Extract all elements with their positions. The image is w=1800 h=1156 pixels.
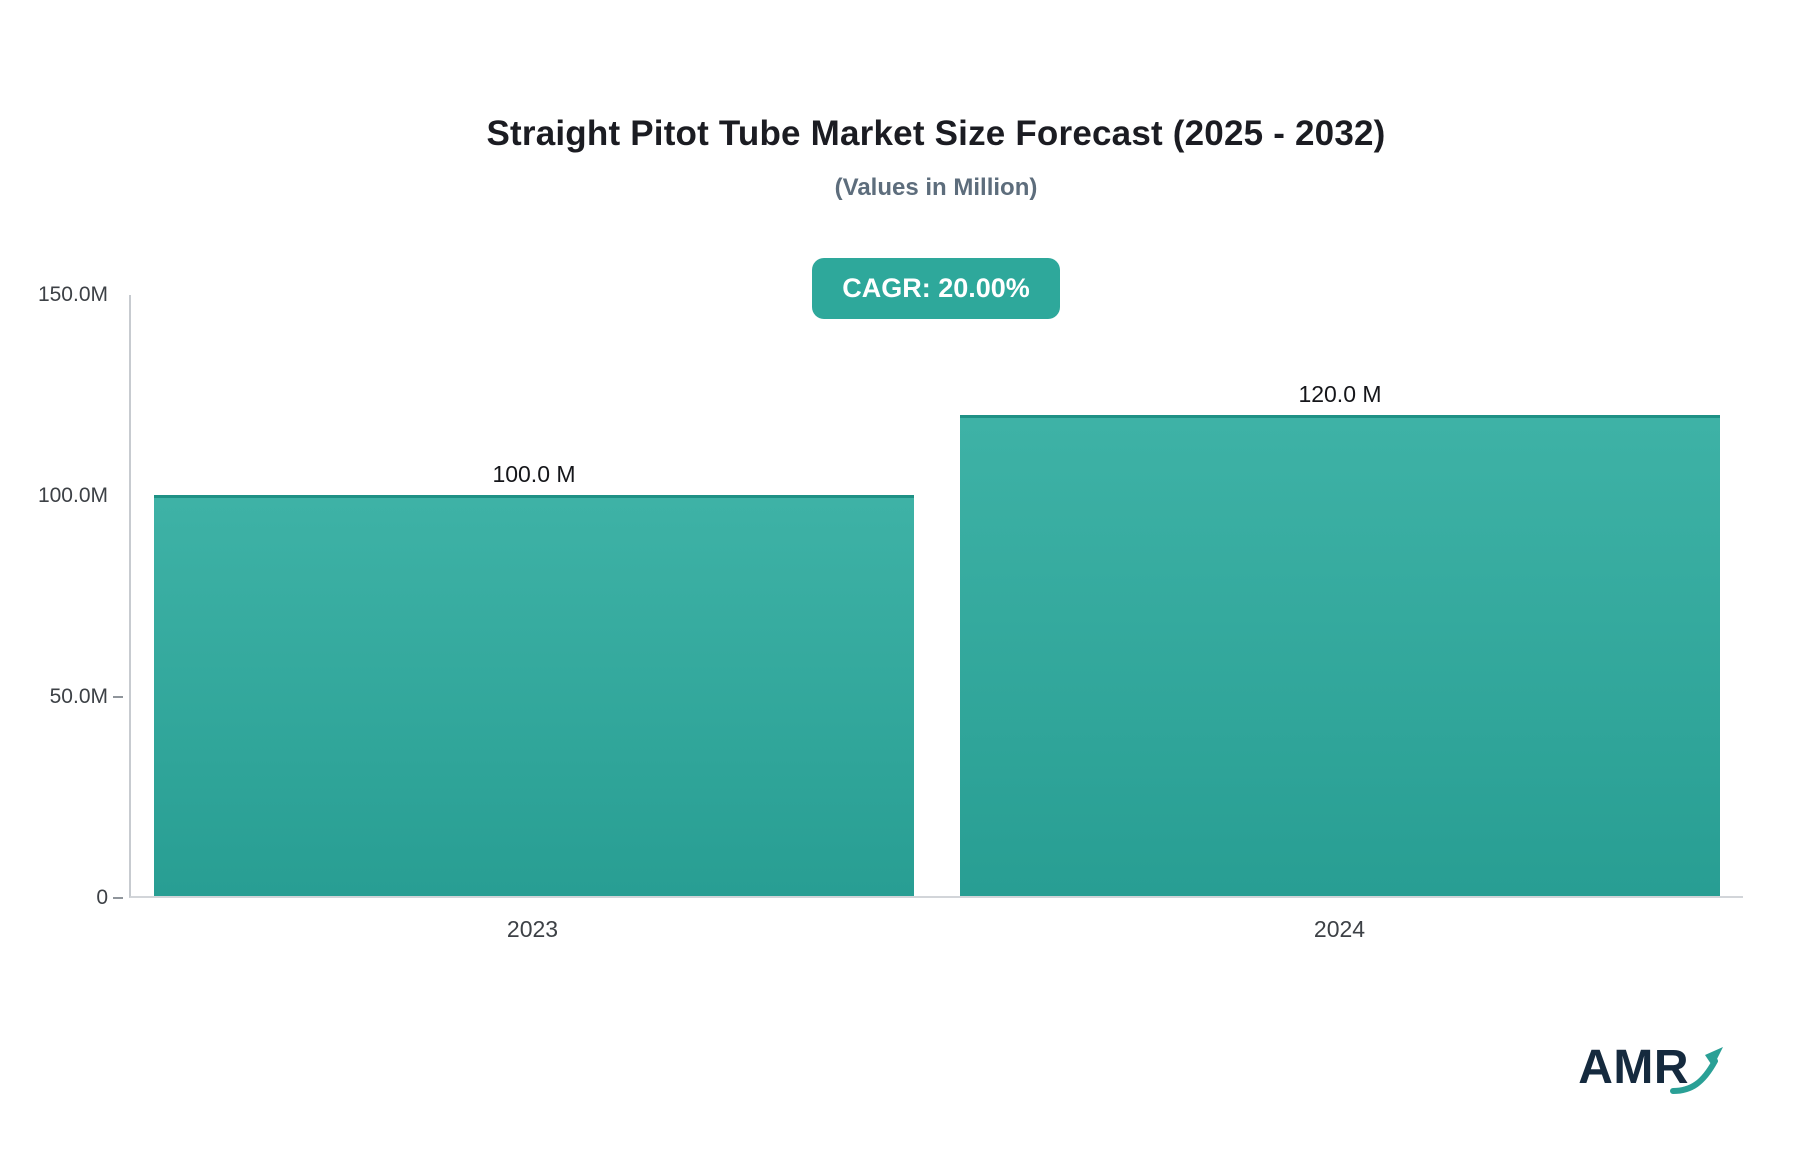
bar-slot: 100.0 M xyxy=(154,295,914,896)
x-axis-labels: 2023 2024 xyxy=(129,916,1743,943)
y-tick-label: 100.0M xyxy=(37,484,108,507)
x-axis-label: 2023 xyxy=(506,916,559,942)
amr-logo: AMR xyxy=(1578,1040,1725,1095)
y-tick-mark xyxy=(113,897,123,899)
y-tick-label: 150.0M xyxy=(37,283,108,306)
y-axis: 0 50.0M 100.0M 150.0M xyxy=(0,283,129,909)
y-tick: 100.0M xyxy=(38,484,123,508)
chart-title: Straight Pitot Tube Market Size Forecast… xyxy=(486,114,1386,153)
y-tick-label: 0 xyxy=(96,886,108,909)
amr-logo-text: AMR xyxy=(1578,1041,1689,1094)
y-tick-mark xyxy=(113,696,123,698)
x-axis-label: 2024 xyxy=(1313,916,1366,942)
chart-header: Straight Pitot Tube Market Size Forecast… xyxy=(129,0,1743,319)
bar-2024 xyxy=(960,415,1720,896)
y-tick: 0 xyxy=(96,886,123,910)
trend-arrow-icon xyxy=(1670,1046,1723,1094)
bar-slot: 120.0 M xyxy=(960,295,1720,896)
cagr-badge: CAGR: 20.00% xyxy=(812,258,1060,319)
chart-subtitle: (Values in Million) xyxy=(834,174,1038,201)
y-tick-label: 50.0M xyxy=(49,685,108,708)
y-tick: 50.0M xyxy=(50,685,123,709)
bar-value-label: 100.0 M xyxy=(492,461,576,488)
plot-area: 100.0 M 120.0 M xyxy=(129,295,1743,898)
y-tick: 150.0M xyxy=(38,283,123,307)
bar-2023 xyxy=(154,495,914,896)
bar-value-label: 120.0 M xyxy=(1298,381,1382,408)
